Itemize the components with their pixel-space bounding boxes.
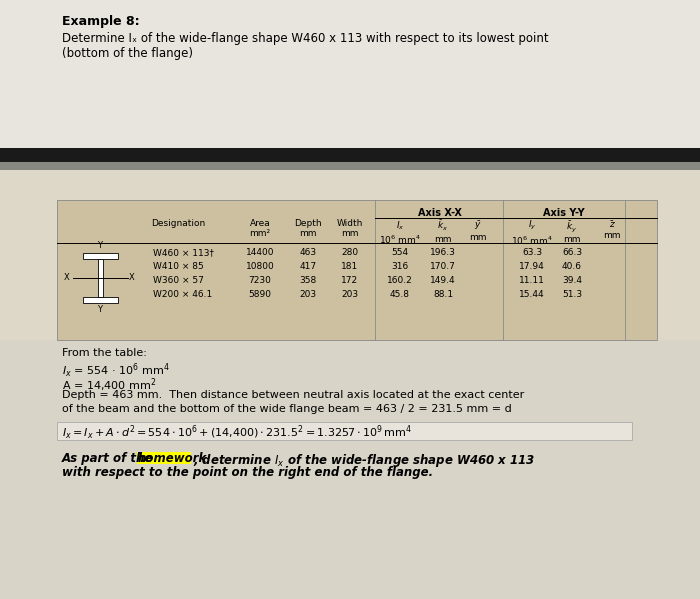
Bar bbox=[57, 200, 657, 340]
Text: As part of the: As part of the bbox=[62, 452, 158, 465]
Bar bbox=[0, 148, 700, 162]
Text: W460 × 113†: W460 × 113† bbox=[153, 248, 214, 257]
Text: 196.3: 196.3 bbox=[430, 248, 456, 257]
Text: $I_y$
$10^6$ mm$^4$: $I_y$ $10^6$ mm$^4$ bbox=[511, 219, 553, 247]
Text: Depth
mm: Depth mm bbox=[294, 219, 322, 238]
Text: 172: 172 bbox=[342, 276, 358, 285]
Text: 160.2: 160.2 bbox=[387, 276, 413, 285]
Text: (bottom of the flange): (bottom of the flange) bbox=[62, 47, 193, 60]
Text: $I_x$
$10^6$ mm$^4$: $I_x$ $10^6$ mm$^4$ bbox=[379, 219, 421, 246]
Text: , determine $I_x$ of the wide-flange shape W460 x 113: , determine $I_x$ of the wide-flange sha… bbox=[193, 452, 536, 469]
Bar bbox=[83, 297, 118, 303]
Bar bbox=[97, 259, 102, 297]
Text: W360 × 57: W360 × 57 bbox=[153, 276, 204, 285]
Text: 10800: 10800 bbox=[246, 262, 274, 271]
Text: 149.4: 149.4 bbox=[430, 276, 456, 285]
Text: 203: 203 bbox=[300, 290, 316, 299]
Text: Example 8:: Example 8: bbox=[62, 15, 139, 28]
Text: 88.1: 88.1 bbox=[433, 290, 453, 299]
Text: 17.94: 17.94 bbox=[519, 262, 545, 271]
Text: 15.44: 15.44 bbox=[519, 290, 545, 299]
Text: $I_x$ = 554 · 10$^6$ mm$^4$: $I_x$ = 554 · 10$^6$ mm$^4$ bbox=[62, 362, 170, 380]
Text: 203: 203 bbox=[342, 290, 358, 299]
Text: 66.3: 66.3 bbox=[562, 248, 582, 257]
Bar bbox=[137, 452, 191, 464]
Bar bbox=[0, 170, 700, 340]
Text: Area
mm²: Area mm² bbox=[249, 219, 271, 238]
Text: From the table:: From the table: bbox=[62, 348, 147, 358]
Text: Determine Iₓ of the wide-flange shape W460 x 113 with respect to its lowest poin: Determine Iₓ of the wide-flange shape W4… bbox=[62, 32, 549, 45]
Text: X: X bbox=[129, 274, 134, 283]
Text: 11.11: 11.11 bbox=[519, 276, 545, 285]
Text: 417: 417 bbox=[300, 262, 316, 271]
Text: W410 × 85: W410 × 85 bbox=[153, 262, 204, 271]
Text: $\bar{z}$
mm: $\bar{z}$ mm bbox=[603, 219, 621, 240]
Text: with respect to the point on the right end of the flange.: with respect to the point on the right e… bbox=[62, 466, 433, 479]
Text: homework: homework bbox=[138, 452, 207, 465]
Text: 63.3: 63.3 bbox=[522, 248, 542, 257]
Text: 280: 280 bbox=[342, 248, 358, 257]
Text: 39.4: 39.4 bbox=[562, 276, 582, 285]
Text: W200 × 46.1: W200 × 46.1 bbox=[153, 290, 212, 299]
Text: $\bar{y}$
mm: $\bar{y}$ mm bbox=[469, 219, 486, 242]
Text: 51.3: 51.3 bbox=[562, 290, 582, 299]
Bar bbox=[0, 0, 700, 148]
Text: Depth = 463 mm.  Then distance between neutral axis located at the exact center: Depth = 463 mm. Then distance between ne… bbox=[62, 390, 524, 400]
Text: 316: 316 bbox=[391, 262, 409, 271]
Text: Designation: Designation bbox=[151, 219, 205, 228]
Bar bbox=[0, 340, 700, 599]
Text: 7230: 7230 bbox=[248, 276, 272, 285]
Text: 40.6: 40.6 bbox=[562, 262, 582, 271]
Text: of the beam and the bottom of the wide flange beam = 463 / 2 = 231.5 mm = d: of the beam and the bottom of the wide f… bbox=[62, 404, 512, 414]
Text: 463: 463 bbox=[300, 248, 316, 257]
Text: 358: 358 bbox=[300, 276, 316, 285]
Text: 554: 554 bbox=[391, 248, 409, 257]
Text: $\bar{k}_y$
mm: $\bar{k}_y$ mm bbox=[564, 219, 581, 244]
Text: 170.7: 170.7 bbox=[430, 262, 456, 271]
Text: A = 14,400 mm$^2$: A = 14,400 mm$^2$ bbox=[62, 376, 156, 394]
Text: Axis X-X: Axis X-X bbox=[418, 208, 462, 218]
Text: 45.8: 45.8 bbox=[390, 290, 410, 299]
Text: 181: 181 bbox=[342, 262, 358, 271]
Text: Axis Y-Y: Axis Y-Y bbox=[543, 208, 584, 218]
Bar bbox=[83, 253, 118, 259]
Bar bbox=[0, 162, 700, 170]
Text: X: X bbox=[64, 274, 69, 283]
Text: $\bar{k}_x$
mm: $\bar{k}_x$ mm bbox=[434, 219, 452, 244]
Text: Y: Y bbox=[97, 305, 102, 314]
Text: 14400: 14400 bbox=[246, 248, 274, 257]
Bar bbox=[57, 422, 632, 440]
Text: 5890: 5890 bbox=[248, 290, 272, 299]
Text: Width
mm: Width mm bbox=[337, 219, 363, 238]
Text: $I_x = I_x + A \cdot d^2 = 554 \cdot 10^6 + (14{,}400) \cdot 231.5^2 = 1.3257 \c: $I_x = I_x + A \cdot d^2 = 554 \cdot 10^… bbox=[62, 424, 412, 442]
Text: Y: Y bbox=[97, 241, 102, 250]
